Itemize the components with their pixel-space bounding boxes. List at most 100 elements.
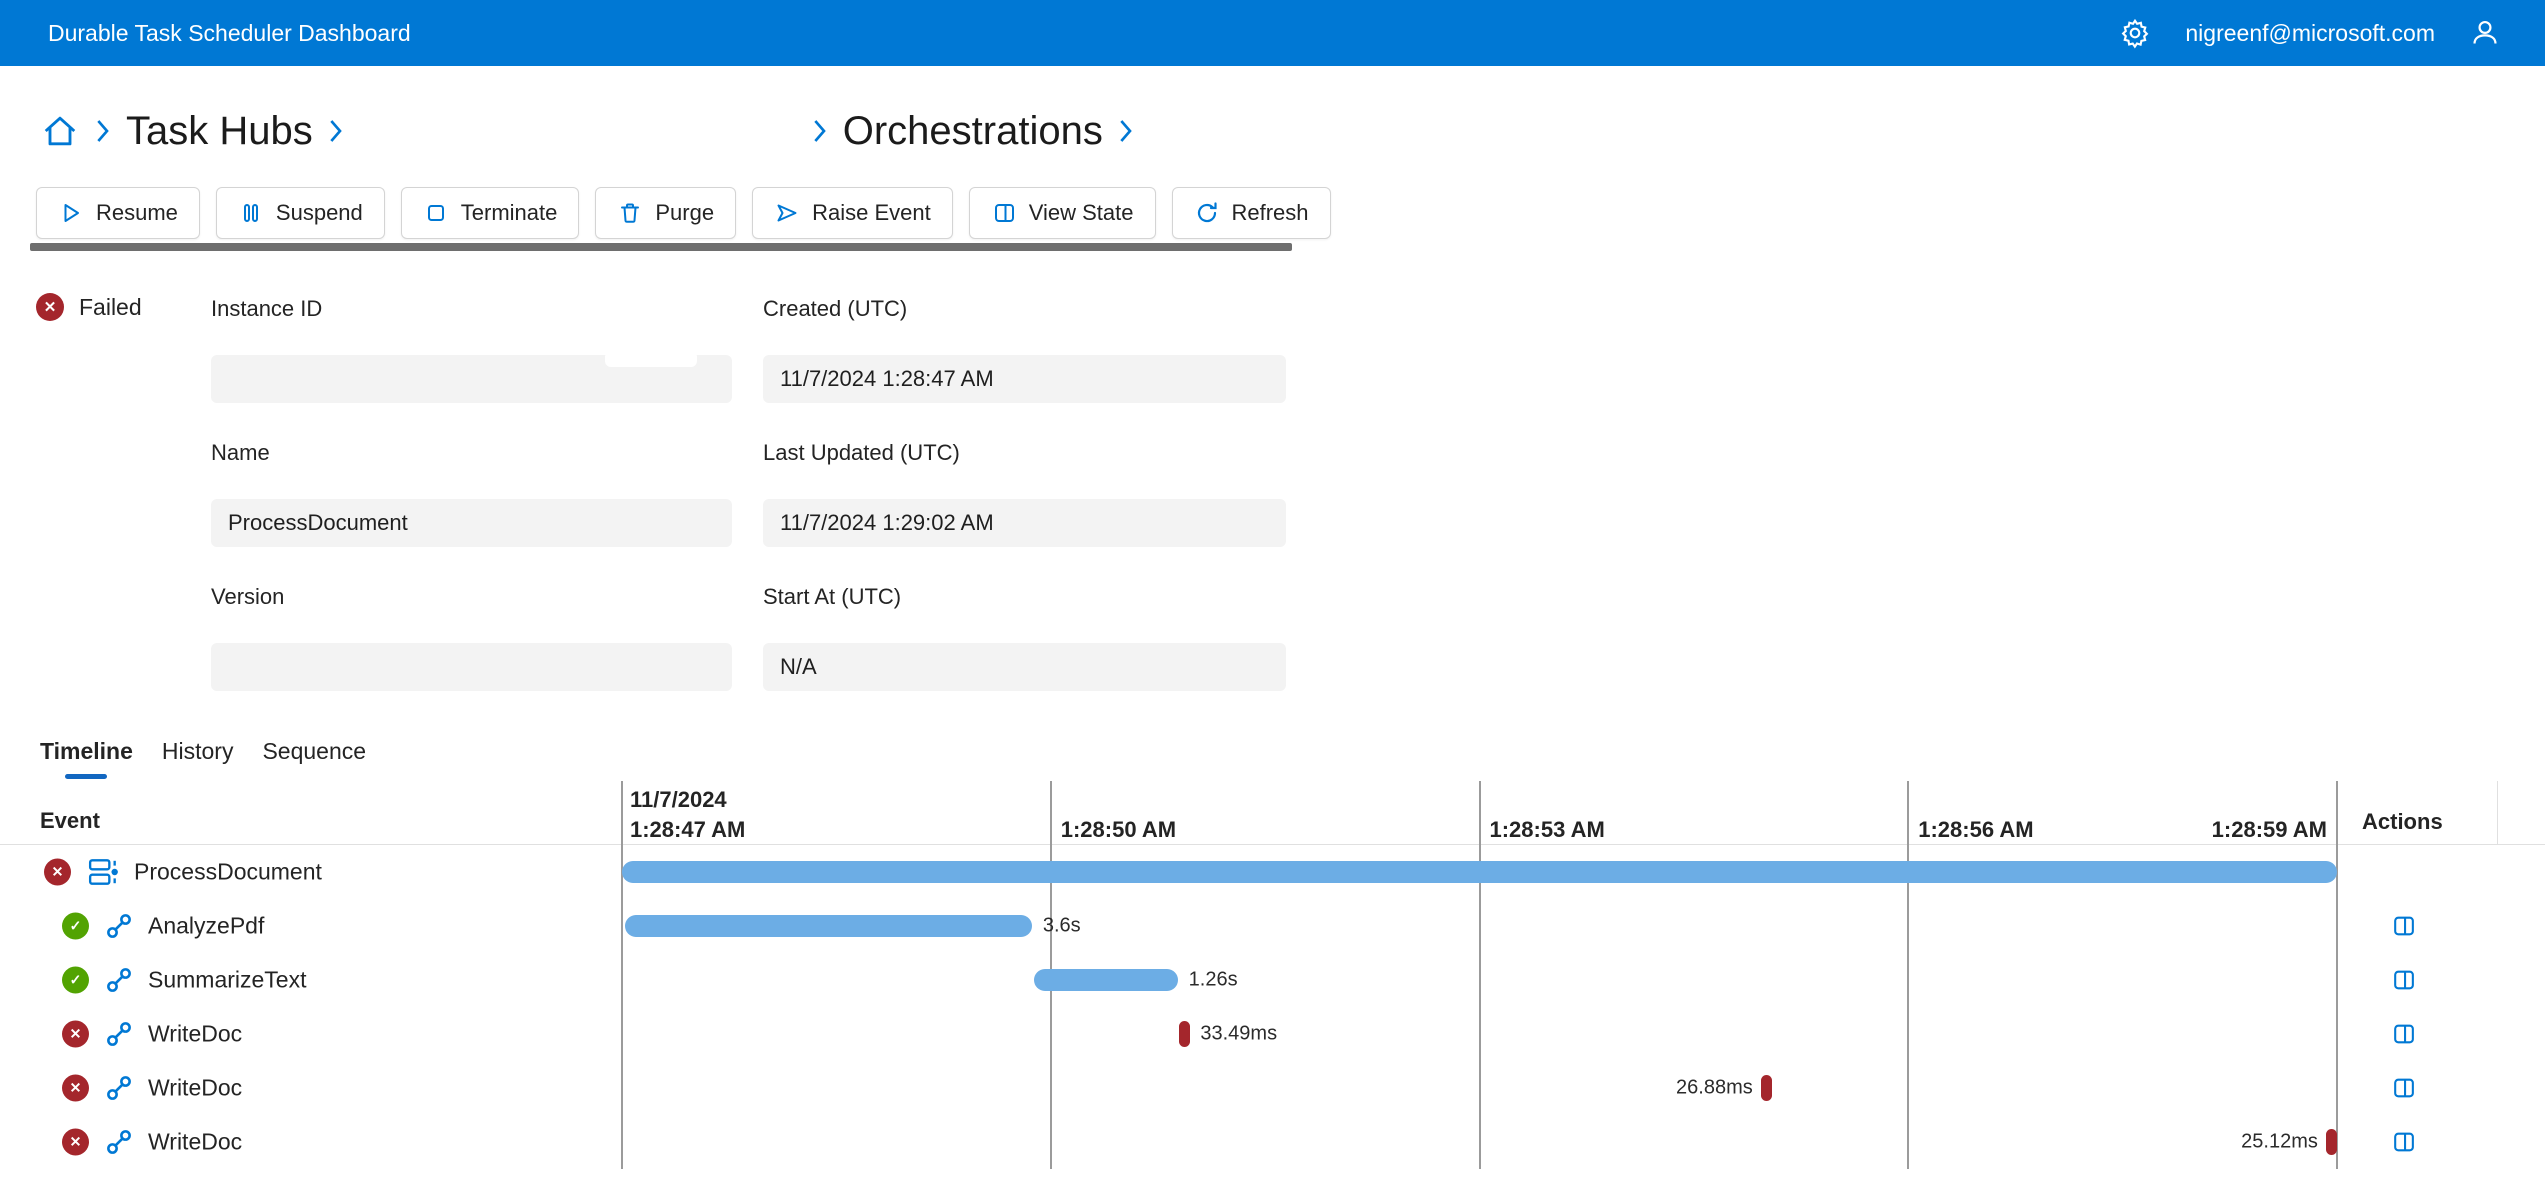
settings-gear-icon[interactable] (2119, 17, 2151, 49)
chevron-right-icon (813, 119, 827, 143)
axis-date-label: 11/7/2024 (630, 787, 727, 812)
view-state-button[interactable]: View State (968, 187, 1156, 239)
resume-button[interactable]: Resume (36, 187, 200, 239)
pause-icon (238, 200, 264, 226)
field-start-at: Start At (UTC) N/A (763, 584, 1286, 728)
axis-tick-label: 1:28:53 AM (1489, 817, 1605, 842)
detail-tabs: Timeline History Sequence (40, 738, 366, 779)
version-value[interactable] (211, 643, 732, 691)
field-name: Name ProcessDocument (211, 440, 732, 584)
activity-link-icon (106, 1075, 132, 1101)
timeline-bar (1760, 1075, 1772, 1101)
actions-column-header: Actions (2362, 809, 2443, 834)
breadcrumb-task-hubs[interactable]: Task Hubs (126, 108, 313, 153)
status-icon: ✕ (62, 1020, 89, 1048)
play-icon (58, 200, 84, 226)
axis-gridline (621, 781, 623, 1169)
view-state-icon[interactable] (2390, 967, 2417, 994)
status-label: Failed (79, 293, 142, 320)
timeline-bar (625, 915, 1032, 937)
details-fields: Instance ID Created (UTC) 11/7/2024 1:28… (211, 296, 1286, 728)
duration-label: 26.88ms (1676, 1076, 1753, 1099)
stop-icon (423, 200, 449, 226)
terminate-button[interactable]: Terminate (400, 187, 580, 239)
created-value[interactable]: 11/7/2024 1:28:47 AM (763, 355, 1286, 403)
table-row[interactable]: ✕ WriteDoc 26.88ms (0, 1061, 2545, 1115)
duration-label: 1.26s (1188, 968, 1238, 991)
axis-gridline (1907, 781, 1910, 1169)
refresh-button[interactable]: Refresh (1171, 187, 1331, 239)
tab-history[interactable]: History (161, 738, 234, 764)
redacted-crumb (359, 126, 797, 136)
refresh-icon (1194, 200, 1220, 226)
table-row[interactable]: ✕ ProcessDocument (0, 845, 2545, 899)
table-row[interactable]: ✓ AnalyzePdf 3.6s (0, 899, 2545, 953)
event-name: AnalyzePdf (148, 912, 265, 939)
user-email[interactable]: nigreenf@microsoft.com (2185, 19, 2435, 46)
timeline-chart: 11/7/2024 1:28:47 AM 1:28:50 AM 1:28:53 … (621, 781, 2338, 1169)
duration-label: 33.49ms (1200, 1022, 1278, 1045)
user-avatar-icon[interactable] (2469, 17, 2501, 49)
failed-status-icon: ✕ (36, 293, 64, 321)
view-state-icon[interactable] (2390, 1075, 2417, 1102)
last-updated-value[interactable]: 11/7/2024 1:29:02 AM (763, 499, 1286, 547)
name-value[interactable]: ProcessDocument (211, 499, 732, 547)
column-divider (2497, 781, 2498, 845)
axis-gridline (2336, 781, 2338, 1169)
axis-tick-label: 1:28:56 AM (1918, 817, 2034, 842)
start-at-value[interactable]: N/A (763, 643, 1286, 691)
redaction-patch (605, 351, 697, 367)
duration-label: 25.12ms (2241, 1130, 2318, 1153)
purge-button[interactable]: Purge (595, 187, 737, 239)
tab-sequence[interactable]: Sequence (262, 738, 367, 764)
orchestration-toolbar: Resume Suspend Terminate Purge Raise Eve… (36, 187, 1331, 239)
timeline-bar (622, 861, 2337, 883)
view-state-icon[interactable] (2390, 913, 2417, 940)
chevron-right-icon (1119, 119, 1133, 143)
instance-id-value[interactable] (211, 351, 732, 403)
timeline-bar (2325, 1129, 2337, 1155)
status-icon: ✓ (62, 966, 89, 994)
activity-link-icon (106, 1129, 132, 1155)
table-row[interactable]: ✕ WriteDoc 33.49ms (0, 1007, 2545, 1061)
breadcrumb: Task Hubs Orchestrations (40, 96, 1133, 166)
breadcrumb-orchestrations[interactable]: Orchestrations (842, 108, 1103, 153)
tab-timeline[interactable]: Timeline (40, 738, 133, 779)
axis-tick-label: 1:28:50 AM (1060, 817, 1177, 842)
orchestration-status: ✕ Failed (36, 293, 142, 321)
split-panel-icon (991, 200, 1017, 226)
activity-link-icon (106, 967, 132, 993)
activity-link-icon (106, 913, 132, 939)
chevron-right-icon (96, 119, 110, 143)
top-app-bar: Durable Task Scheduler Dashboard nigreen… (0, 0, 2545, 66)
timeline-table: Event Actions 11/7/2024 1:28:47 AM 1:28:… (0, 781, 2545, 1173)
send-icon (774, 200, 800, 226)
timeline-rows: ✕ ProcessDocument (0, 845, 2545, 1169)
home-icon[interactable] (40, 111, 80, 151)
event-column-header: Event (40, 808, 100, 833)
axis-gridline (1478, 781, 1481, 1169)
raise-event-button[interactable]: Raise Event (752, 187, 953, 239)
table-row[interactable]: ✓ SummarizeText 1.26s (0, 953, 2545, 1007)
axis-tick-label: 1:28:47 AM (630, 817, 746, 842)
field-last-updated: Last Updated (UTC) 11/7/2024 1:29:02 AM (763, 440, 1286, 584)
view-state-icon[interactable] (2390, 1021, 2417, 1048)
chevron-right-icon (329, 119, 343, 143)
status-icon: ✕ (62, 1128, 89, 1156)
app-title: Durable Task Scheduler Dashboard (48, 19, 411, 46)
axis-tick-label: 1:28:59 AM (2211, 817, 2327, 842)
timeline-header: Event Actions (0, 781, 2545, 845)
orchestration-icon (88, 856, 120, 888)
view-state-icon[interactable] (2390, 1129, 2417, 1156)
status-icon: ✓ (62, 912, 89, 940)
event-name: ProcessDocument (134, 858, 322, 885)
table-row[interactable]: ✕ WriteDoc 25.12ms (0, 1115, 2545, 1169)
duration-label: 3.6s (1042, 914, 1081, 937)
timeline-bar (1179, 1021, 1191, 1047)
suspend-button[interactable]: Suspend (215, 187, 385, 239)
field-created: Created (UTC) 11/7/2024 1:28:47 AM (763, 296, 1286, 440)
event-name: WriteDoc (148, 1020, 243, 1047)
activity-link-icon (106, 1021, 132, 1047)
event-name: SummarizeText (148, 966, 307, 993)
timeline-bar (1033, 969, 1178, 991)
